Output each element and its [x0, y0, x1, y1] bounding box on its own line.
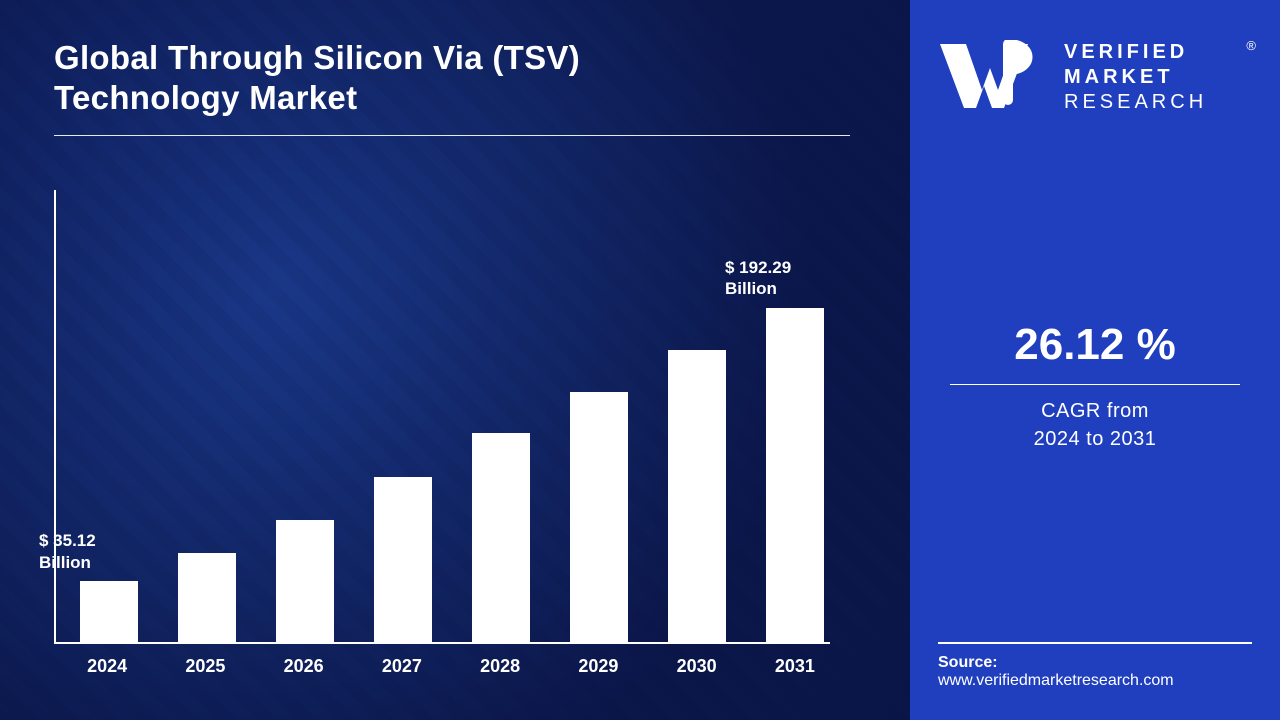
cagr-text: CAGR from 2024 to 2031: [910, 397, 1280, 453]
cagr-divider: [950, 384, 1240, 385]
bar-slot: $ 192.29Billion: [760, 190, 830, 642]
bar-chart: $ 35.12Billion$ 192.29Billion 2024202520…: [54, 190, 830, 690]
bar: [276, 520, 335, 642]
brand-line2: MARKET: [1064, 66, 1174, 88]
x-axis-label: 2031: [760, 644, 830, 690]
bar-slot: [466, 190, 536, 642]
x-axis-label: 2026: [269, 644, 339, 690]
bar: [178, 553, 237, 642]
registered-icon: ®: [1246, 38, 1256, 53]
x-axis-label: 2024: [72, 644, 142, 690]
bars-container: $ 35.12Billion $ 192.29Billion: [74, 190, 830, 642]
brand-text: VERIFIED MARKET RESEARCH: [1064, 40, 1207, 115]
bar-slot: [270, 190, 340, 642]
bar-slot: [368, 190, 438, 642]
bar: [374, 477, 433, 642]
x-axis-label: 2028: [465, 644, 535, 690]
title-divider: [54, 135, 850, 136]
x-axis-labels: 2024 2025 2026 2027 2028 2029 2030 2031: [72, 644, 830, 690]
bar-slot: [172, 190, 242, 642]
source-label: Source:: [938, 654, 1252, 672]
source-block: Source: www.verifiedmarketresearch.com: [938, 642, 1252, 690]
bar: [668, 350, 727, 642]
brand-line3: RESEARCH: [1064, 91, 1207, 113]
x-axis-label: 2025: [170, 644, 240, 690]
cagr-block: 26.12 % CAGR from 2024 to 2031: [910, 320, 1280, 453]
x-axis-label: 2029: [563, 644, 633, 690]
source-divider: [938, 642, 1252, 644]
brand-line1: VERIFIED: [1064, 41, 1188, 63]
bar-slot: [662, 190, 732, 642]
bar-value-label: $ 35.12Billion: [39, 530, 179, 573]
bar-value-label: $ 192.29Billion: [725, 257, 865, 300]
bar: [80, 581, 139, 642]
bar: [472, 433, 531, 642]
bar: [570, 392, 629, 642]
x-axis-label: 2030: [662, 644, 732, 690]
cagr-value: 26.12 %: [910, 320, 1280, 370]
title-line2: Technology Market: [54, 79, 357, 116]
bar: [766, 308, 825, 642]
vmr-logo-icon: [938, 40, 1048, 118]
cagr-line2: 2024 to 2031: [1034, 428, 1157, 450]
infographic-container: Global Through Silicon Via (TSV) Technol…: [0, 0, 1280, 720]
brand-logo: VERIFIED MARKET RESEARCH ®: [938, 40, 1252, 118]
bar-slot: [564, 190, 634, 642]
plot-area: $ 35.12Billion $ 192.29Billion: [54, 190, 830, 644]
title-line1: Global Through Silicon Via (TSV): [54, 39, 580, 76]
title-block: Global Through Silicon Via (TSV) Technol…: [54, 38, 850, 136]
cagr-line1: CAGR from: [1041, 400, 1149, 422]
source-url: www.verifiedmarketresearch.com: [938, 672, 1252, 690]
chart-title: Global Through Silicon Via (TSV) Technol…: [54, 38, 850, 117]
bar-slot: $ 35.12Billion: [74, 190, 144, 642]
sidebar-panel: VERIFIED MARKET RESEARCH ® 26.12 % CAGR …: [910, 0, 1280, 720]
chart-panel: Global Through Silicon Via (TSV) Technol…: [0, 0, 910, 720]
x-axis-label: 2027: [367, 644, 437, 690]
